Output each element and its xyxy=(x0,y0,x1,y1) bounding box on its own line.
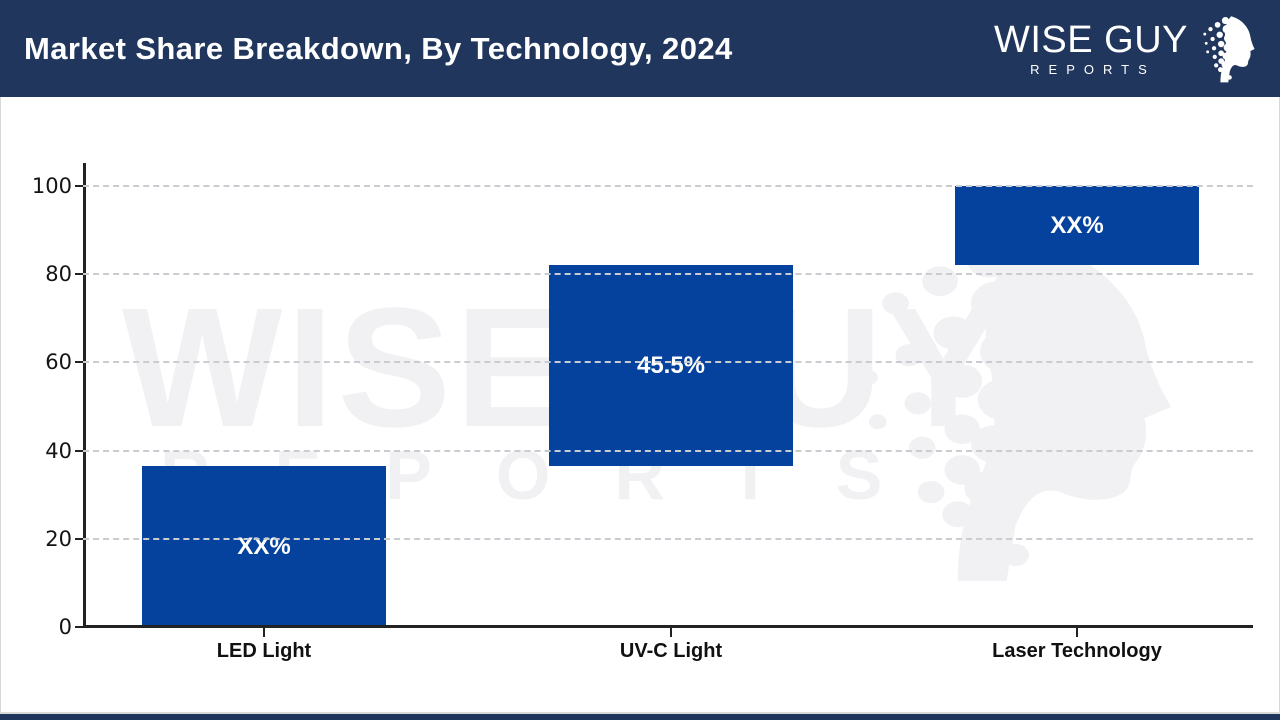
gridline xyxy=(83,273,1253,276)
x-category-label: LED Light xyxy=(216,640,312,662)
bar-segment: XX% xyxy=(955,186,1199,266)
footer-bar xyxy=(0,714,1280,720)
x-category-label: UV-C Light xyxy=(619,640,723,662)
bar-value-label: XX% xyxy=(1050,211,1104,239)
y-tick-label: 60 xyxy=(45,350,72,375)
y-tick-label: 40 xyxy=(45,438,72,463)
y-tick-mark xyxy=(75,626,84,628)
y-tick-mark xyxy=(75,185,84,187)
x-tick-mark xyxy=(1076,628,1078,637)
gridline xyxy=(83,185,1253,187)
brand-name: WISE GUY xyxy=(993,18,1188,61)
page-title: Market Share Breakdown, By Technology, 2… xyxy=(24,30,733,66)
y-axis-line xyxy=(83,163,86,628)
wiseguy-head-logo-icon xyxy=(1203,15,1255,82)
brand-logo: WISE GUY REPORTS xyxy=(994,9,1256,89)
gridline xyxy=(83,537,1253,540)
gridline xyxy=(83,361,1253,364)
y-tick-mark xyxy=(75,361,84,364)
bar-segment: XX% xyxy=(142,466,386,627)
header: Market Share Breakdown, By Technology, 2… xyxy=(0,0,1280,97)
y-tick-mark xyxy=(75,273,84,276)
y-tick-mark xyxy=(75,449,84,452)
gridline xyxy=(83,449,1253,452)
y-tick-mark xyxy=(75,537,84,540)
bar-value-label: XX% xyxy=(237,532,291,560)
y-tick-label: 100 xyxy=(31,174,72,198)
bar-value-label: 45.5% xyxy=(636,351,706,379)
y-tick-label: 0 xyxy=(58,615,72,639)
x-category-label: Laser Technology xyxy=(992,640,1162,662)
x-axis-line xyxy=(83,625,1253,628)
brand-text: WISE GUY REPORTS xyxy=(994,21,1188,77)
x-tick-mark xyxy=(670,628,672,637)
y-tick-label: 20 xyxy=(45,526,72,551)
bar-segment: 45.5% xyxy=(549,265,793,467)
x-tick-mark xyxy=(263,628,265,637)
y-tick-label: 80 xyxy=(45,262,72,287)
brand-subname: REPORTS xyxy=(1030,61,1156,77)
wiseguy-head-watermark-icon xyxy=(851,236,1172,581)
